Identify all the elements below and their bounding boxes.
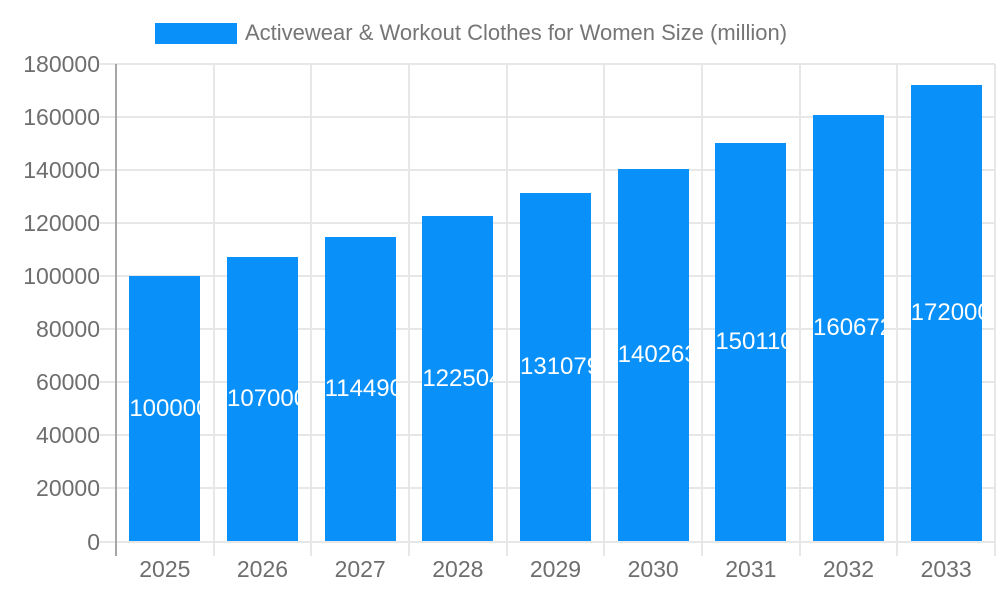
bar-value-label: 150110 bbox=[715, 328, 787, 356]
vertical-gridline bbox=[994, 63, 996, 556]
x-axis-tick-label: 2033 bbox=[920, 556, 972, 582]
y-axis-tick-label: 180000 bbox=[23, 50, 100, 77]
vertical-gridline bbox=[505, 63, 508, 556]
bar-2026[interactable] bbox=[227, 257, 298, 542]
bar-value-label: 172000 bbox=[910, 299, 982, 327]
x-axis-tick-label: 2029 bbox=[529, 556, 582, 582]
horizontal-gridline bbox=[100, 168, 995, 171]
bar-2031[interactable] bbox=[715, 142, 787, 542]
y-axis-tick-label: 20000 bbox=[36, 475, 100, 502]
horizontal-gridline bbox=[100, 540, 995, 543]
legend: Activewear & Workout Clothes for Women S… bbox=[155, 20, 787, 46]
vertical-gridline bbox=[896, 63, 899, 556]
x-axis-tick-label: 2028 bbox=[432, 556, 484, 582]
legend-swatch-icon bbox=[155, 22, 237, 44]
bar-2033[interactable] bbox=[910, 84, 982, 542]
horizontal-gridline bbox=[100, 62, 995, 65]
x-axis-tick-label: 2026 bbox=[236, 556, 289, 582]
bar-2025[interactable] bbox=[129, 275, 201, 542]
bar-value-label: 114490 bbox=[324, 375, 396, 403]
bar-value-label: 140263 bbox=[617, 341, 689, 369]
y-axis-tick-label: 160000 bbox=[23, 103, 100, 130]
vertical-gridline bbox=[212, 63, 215, 556]
y-axis-tick-label: 100000 bbox=[23, 262, 100, 289]
x-axis-tick-label: 2030 bbox=[627, 556, 679, 582]
vertical-gridline bbox=[603, 63, 606, 556]
x-axis-tick-label: 2032 bbox=[822, 556, 875, 582]
vertical-gridline bbox=[408, 63, 410, 556]
horizontal-gridline bbox=[100, 115, 995, 118]
x-axis-tick-label: 2027 bbox=[334, 556, 386, 582]
x-axis-tick-label: 2025 bbox=[139, 556, 191, 582]
bar-value-label: 122504 bbox=[422, 364, 493, 392]
bar-2027[interactable] bbox=[324, 237, 396, 542]
y-axis-tick-label: 60000 bbox=[36, 369, 100, 396]
bar-2032[interactable] bbox=[813, 114, 884, 542]
bar-value-label: 100000 bbox=[129, 394, 200, 422]
bar-2030[interactable] bbox=[617, 169, 689, 542]
bar-2028[interactable] bbox=[422, 216, 494, 542]
y-axis-tick-label: 40000 bbox=[36, 422, 100, 449]
x-axis-tick-label: 2031 bbox=[725, 556, 777, 582]
vertical-gridline bbox=[701, 63, 703, 556]
bar-2029[interactable] bbox=[520, 193, 591, 542]
y-axis-tick-label: 0 bbox=[87, 528, 100, 555]
bar-value-label: 107000 bbox=[227, 385, 298, 413]
y-axis-line bbox=[115, 63, 117, 556]
y-axis-tick-label: 80000 bbox=[36, 316, 100, 343]
bar-value-label: 160672 bbox=[813, 314, 884, 342]
vertical-gridline bbox=[310, 63, 313, 556]
bar-value-label: 131079 bbox=[520, 353, 591, 381]
legend-label: Activewear & Workout Clothes for Women S… bbox=[245, 20, 788, 45]
y-axis-tick-label: 140000 bbox=[23, 156, 100, 183]
y-axis-tick-label: 120000 bbox=[23, 209, 100, 236]
vertical-gridline bbox=[798, 63, 801, 556]
